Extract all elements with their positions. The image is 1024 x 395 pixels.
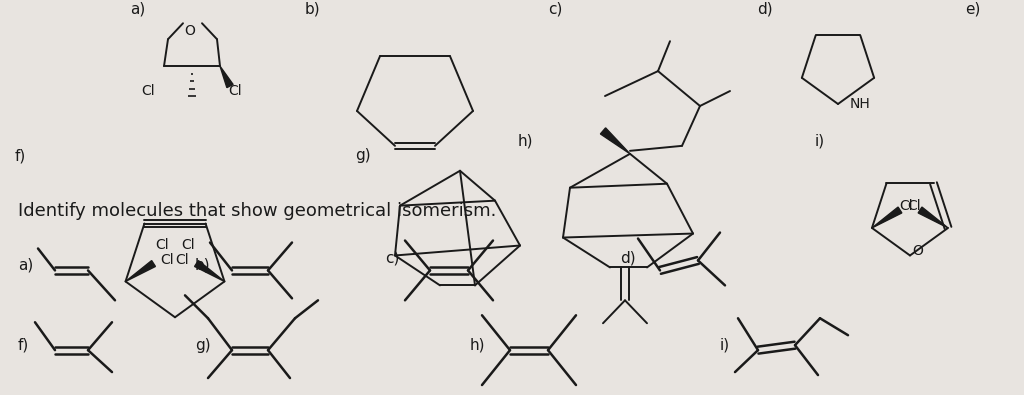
- Text: c): c): [385, 251, 399, 266]
- Text: Cl: Cl: [181, 239, 195, 252]
- Text: g): g): [355, 148, 371, 163]
- Text: a): a): [130, 2, 145, 17]
- Text: b): b): [195, 258, 211, 273]
- Text: Cl: Cl: [161, 252, 174, 267]
- Text: h): h): [470, 338, 485, 353]
- Text: d): d): [620, 251, 636, 266]
- Polygon shape: [919, 207, 948, 228]
- Polygon shape: [220, 66, 233, 88]
- Text: Cl: Cl: [176, 252, 189, 267]
- Text: Cl: Cl: [899, 199, 912, 213]
- Polygon shape: [126, 261, 156, 282]
- Text: a): a): [18, 258, 33, 273]
- Text: Cl: Cl: [156, 239, 169, 252]
- Text: Identify molecules that show geometrical isomerism.: Identify molecules that show geometrical…: [18, 201, 497, 220]
- Text: c): c): [548, 2, 562, 17]
- Text: Cl: Cl: [228, 84, 242, 98]
- Text: Cl: Cl: [141, 84, 155, 98]
- Text: e): e): [965, 2, 980, 17]
- Text: b): b): [305, 2, 321, 17]
- Text: O: O: [912, 245, 924, 258]
- Text: NH: NH: [850, 97, 870, 111]
- Text: f): f): [18, 338, 30, 353]
- Text: h): h): [518, 134, 534, 149]
- Polygon shape: [600, 128, 630, 154]
- Text: O: O: [184, 24, 196, 38]
- Text: i): i): [815, 134, 825, 149]
- Polygon shape: [872, 207, 902, 228]
- Text: f): f): [15, 148, 27, 163]
- Polygon shape: [195, 261, 224, 282]
- Text: g): g): [195, 338, 211, 353]
- Text: i): i): [720, 338, 730, 353]
- Text: Cl: Cl: [907, 199, 921, 213]
- Text: d): d): [757, 2, 773, 17]
